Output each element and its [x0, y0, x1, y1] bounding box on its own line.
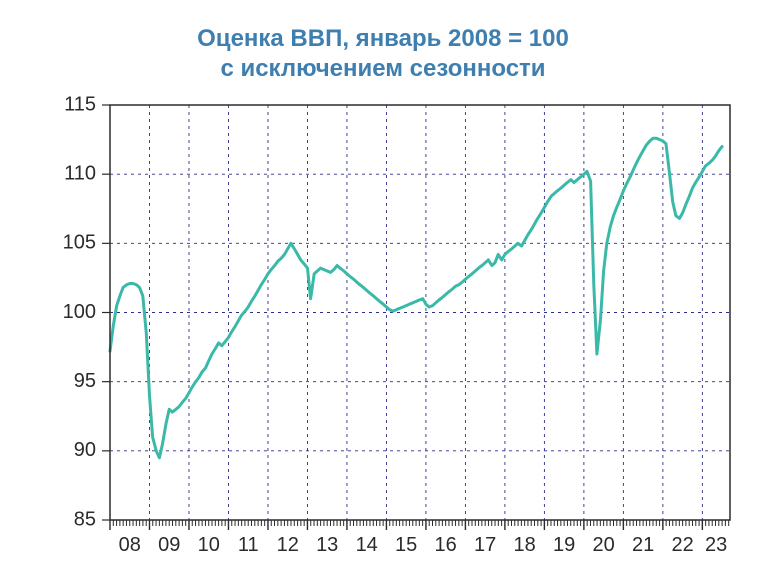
line-chart: 85 90 95 100 105 110 115 08 09 10 11 12 13 14 15 16 17 18… — [0, 0, 766, 580]
x-tick-label: 11 — [238, 534, 259, 556]
y-tick-label: 95 — [74, 370, 96, 392]
y-tick-label: 85 — [74, 508, 96, 530]
x-tick-label: 19 — [553, 534, 575, 556]
x-tick-label: 08 — [119, 534, 141, 556]
x-tick-label: 12 — [277, 534, 299, 556]
y-tick-label: 115 — [64, 93, 96, 115]
x-tick-label: 17 — [474, 534, 496, 556]
x-tick-label: 23 — [705, 534, 727, 556]
x-tick-label: 21 — [632, 534, 654, 556]
y-tick-label: 100 — [63, 301, 96, 323]
x-tick-label: 10 — [198, 534, 220, 556]
x-tick-label: 09 — [158, 534, 180, 556]
x-tick-label: 22 — [671, 534, 693, 556]
y-tick-label: 90 — [74, 439, 96, 461]
x-tick-label: 14 — [356, 534, 378, 556]
y-tick-label: 110 — [64, 162, 96, 184]
chart-container: Оценка ВВП, январь 2008 = 100 с исключен… — [0, 0, 766, 580]
y-tick-label: 105 — [63, 232, 96, 254]
x-tick-label: 18 — [514, 534, 536, 556]
x-tick-label: 20 — [593, 534, 615, 556]
x-tick-label: 15 — [395, 534, 417, 556]
x-tick-label: 13 — [316, 534, 338, 556]
x-tick-label: 16 — [435, 534, 457, 556]
